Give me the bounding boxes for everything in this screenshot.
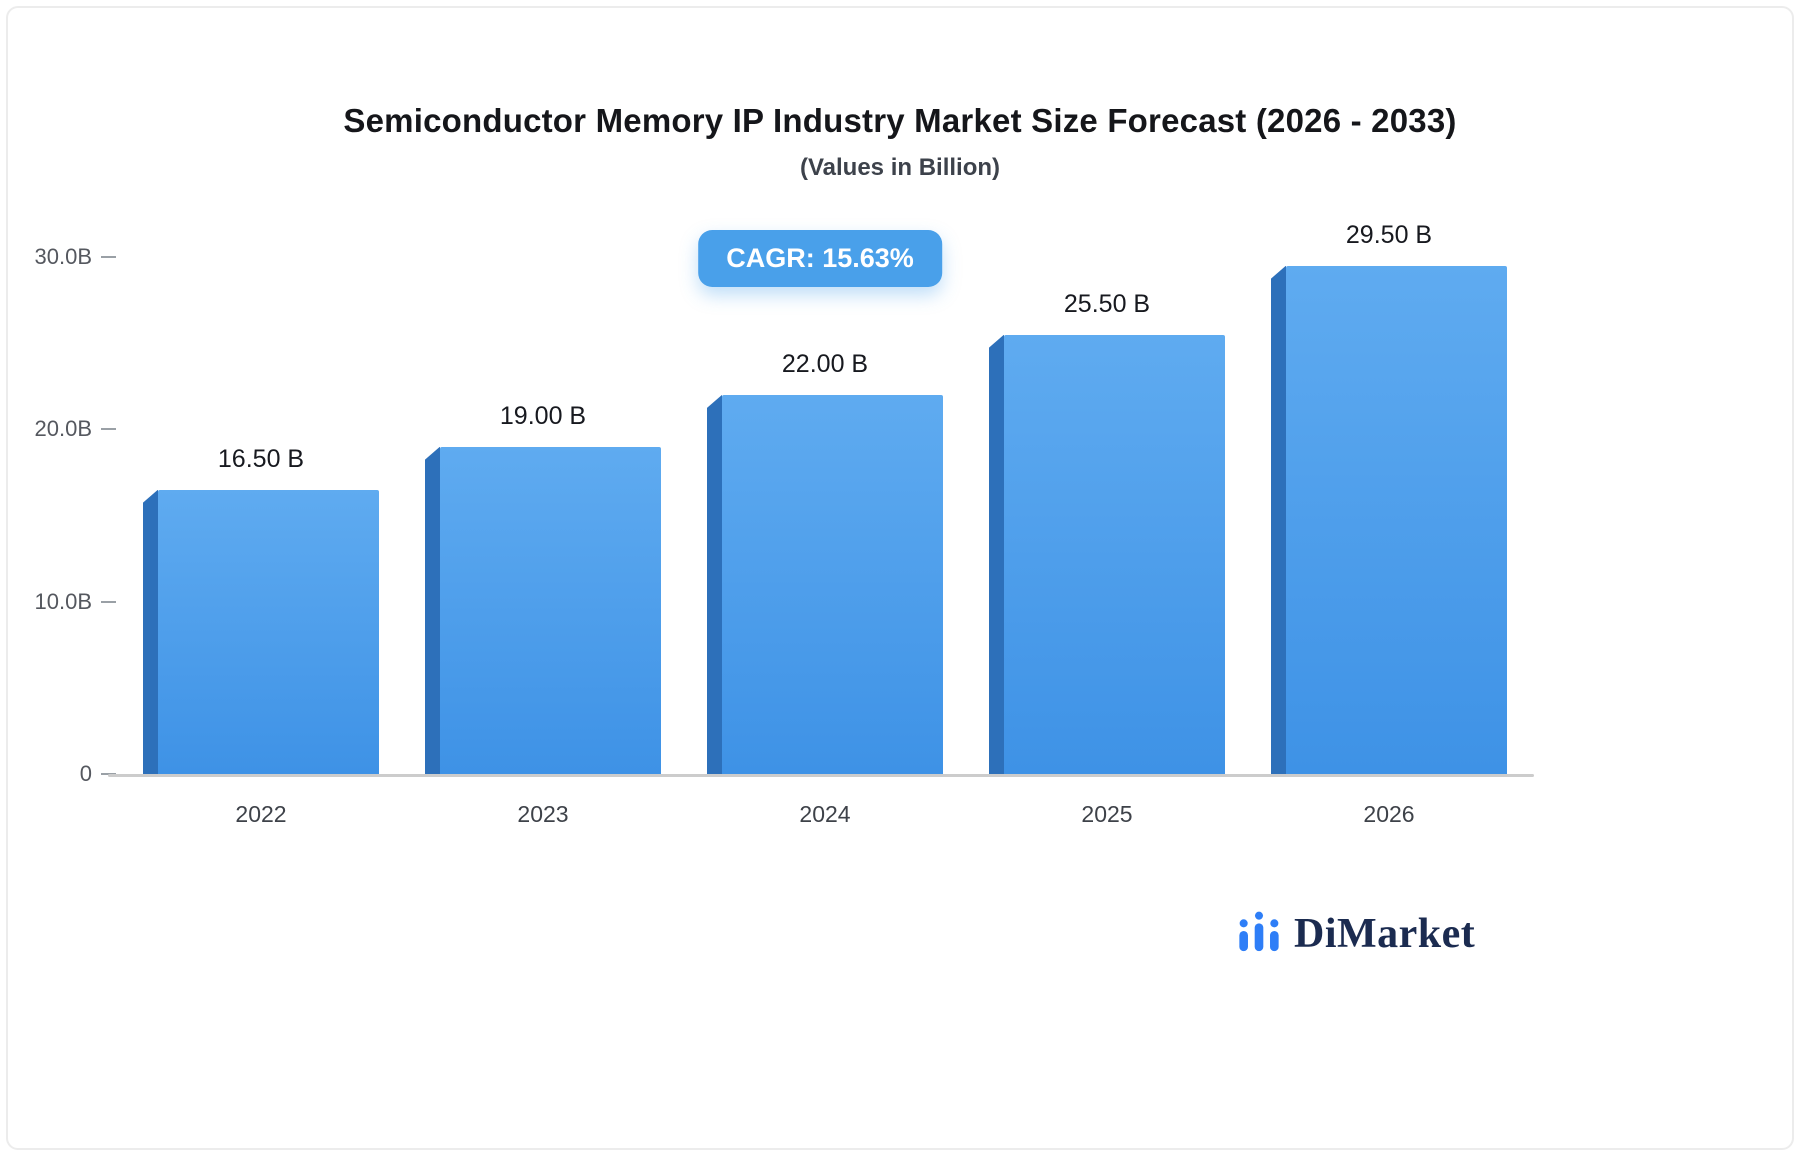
bar-side-shadow: [989, 334, 1004, 774]
y-tick-label: 0: [79, 761, 92, 786]
chart-card: Semiconductor Memory IP Industry Market …: [6, 6, 1794, 1150]
bar-2022[interactable]: [158, 489, 379, 774]
bar-value-label: 29.50 B: [1345, 220, 1433, 249]
y-tick-mark: [101, 600, 116, 603]
bar-side-shadow: [1271, 265, 1286, 774]
bar-group-2024: 22.00 B 2024: [707, 350, 943, 827]
bar-side-shadow: [707, 394, 722, 774]
bar-value-label: 25.50 B: [1063, 289, 1151, 318]
bar-value-label: 19.00 B: [499, 401, 587, 430]
brand-name: DiMarket: [1294, 910, 1476, 957]
chart-subtitle: (Values in Billion): [799, 154, 1001, 181]
y-tick-10.0B: 10.0B: [34, 588, 116, 615]
bar-value-label: 22.00 B: [781, 349, 869, 378]
x-tick-label-2025: 2025: [1081, 801, 1133, 827]
x-tick-label-2023: 2023: [517, 801, 569, 827]
bar-2024[interactable]: [722, 394, 943, 774]
bar-group-2025: 25.50 B 2025: [989, 290, 1225, 827]
y-tick-label: 20.0B: [34, 416, 93, 442]
y-tick-20.0B: 20.0B: [34, 416, 116, 442]
x-tick-label-2022: 2022: [235, 801, 287, 827]
chart-title: Semiconductor Memory IP Industry Market …: [343, 102, 1457, 139]
y-tick-label: 10.0B: [34, 588, 93, 614]
bar-value-label: 16.50 B: [217, 444, 305, 473]
cagr-badge: CAGR: 15.63%: [698, 230, 942, 287]
bar-side-shadow: [143, 489, 158, 774]
bar-side-shadow: [425, 446, 440, 774]
bar-2023[interactable]: [440, 446, 661, 774]
y-tick-label: 30.0B: [34, 244, 93, 269]
bar-2025[interactable]: [1004, 334, 1225, 774]
bar-chart-icon: [1236, 908, 1282, 959]
bar-2026[interactable]: [1286, 265, 1507, 774]
y-tick-mark: [101, 256, 116, 258]
bar-group-2026: 29.50 B 2026: [1271, 221, 1507, 827]
brand-logo: DiMarket: [1236, 908, 1475, 959]
y-tick-mark: [101, 428, 116, 431]
bar-group-2022: 16.50 B 2022: [143, 445, 379, 827]
y-axis: 0 10.0B 20.0B 30.0B: [32, 244, 116, 786]
bar-group-2023: 19.00 B 2023: [425, 402, 661, 827]
plot-area: 16.50 B 2022 19.00 B 2023 22.00 B 2024 25.50 B…: [120, 221, 1530, 827]
x-tick-label-2026: 2026: [1363, 801, 1415, 827]
x-tick-label-2024: 2024: [799, 801, 851, 827]
x-axis-line: [108, 774, 1534, 777]
y-tick-30.0B: 30.0B: [34, 244, 116, 270]
